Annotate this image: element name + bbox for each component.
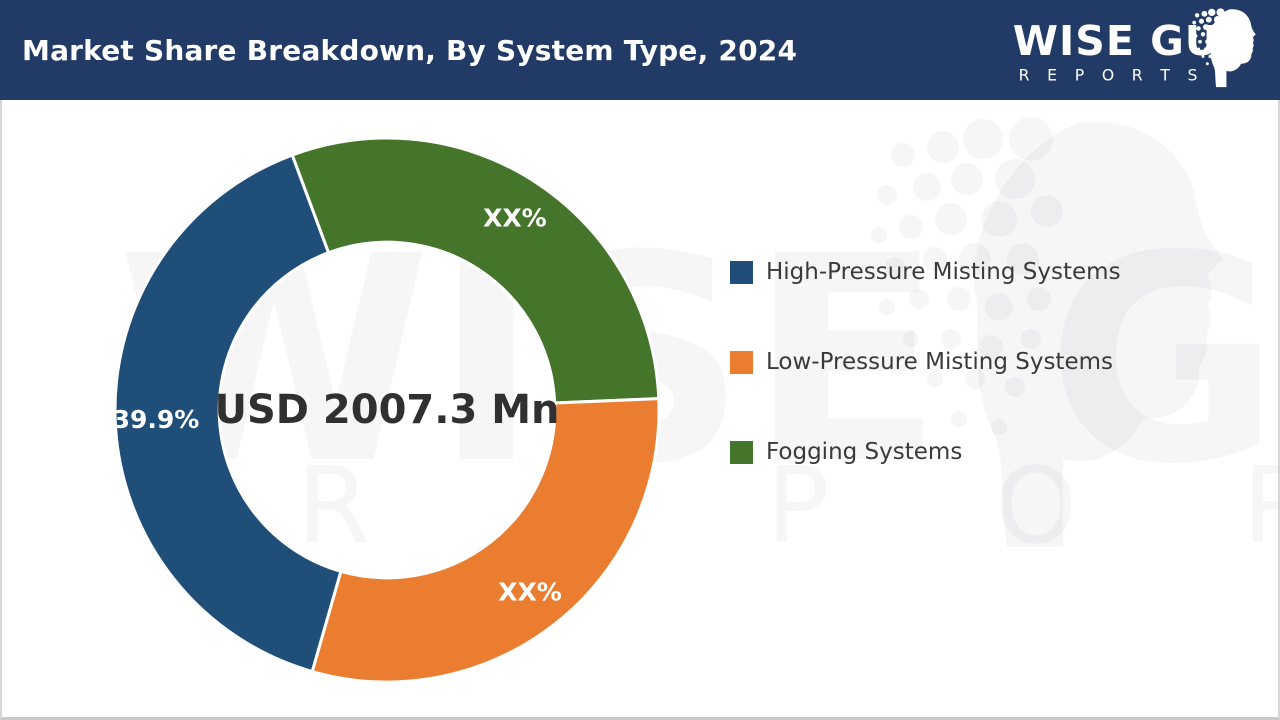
legend-label: High-Pressure Misting Systems	[766, 259, 1121, 285]
legend-label: Fogging Systems	[766, 439, 963, 465]
pie-slice-fogging-systems	[290, 136, 661, 405]
center-value-label: USD 2007.3 Mn	[214, 387, 560, 433]
legend-item-high-pressure: High-Pressure Misting Systems	[730, 257, 1121, 287]
donut-chart: XX% XX% 39.9%	[113, 136, 661, 684]
page-title: Market Share Breakdown, By System Type, …	[22, 33, 798, 67]
legend-item-low-pressure: Low-Pressure Misting Systems	[730, 347, 1121, 377]
logo-subtext: R E P O R T S	[1019, 65, 1204, 84]
legend-swatch-orange-icon	[730, 350, 753, 374]
legend-label: Low-Pressure Misting Systems	[766, 349, 1113, 375]
legend-swatch-blue-icon	[730, 260, 753, 284]
wise-guy-reports-logo: WISE GUY R E P O R T S	[1013, 8, 1256, 88]
legend: High-Pressure Misting Systems Low-Pressu…	[730, 257, 1121, 467]
slice-percentage-label: 39.9%	[113, 405, 200, 434]
pie-slice-high-pressure-misting-systems	[113, 153, 343, 674]
legend-swatch-green-icon	[730, 440, 753, 464]
header-bar: Market Share Breakdown, By System Type, …	[0, 0, 1280, 100]
pie-slice-low-pressure-misting-systems	[310, 397, 661, 684]
slice-percentage-label: XX%	[498, 578, 562, 607]
slice-percentage-label: XX%	[483, 203, 547, 232]
legend-item-fogging: Fogging Systems	[730, 437, 1121, 467]
